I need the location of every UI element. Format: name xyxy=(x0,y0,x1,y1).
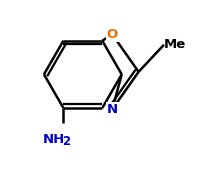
Text: O: O xyxy=(107,28,118,41)
Text: Me: Me xyxy=(164,38,186,51)
Text: 2: 2 xyxy=(62,135,70,148)
Text: NH: NH xyxy=(43,133,65,146)
Text: N: N xyxy=(107,103,118,115)
